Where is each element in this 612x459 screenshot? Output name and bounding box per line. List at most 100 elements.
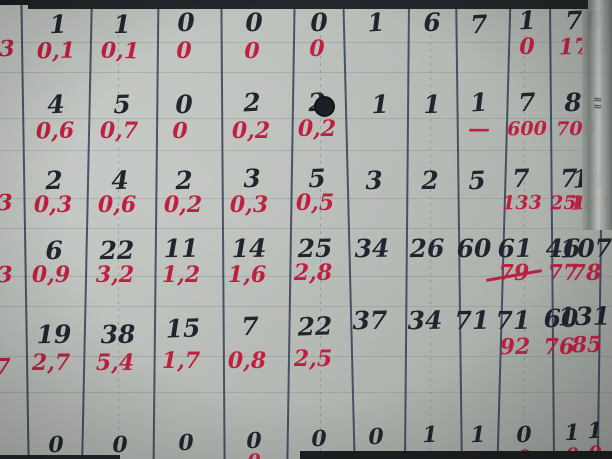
cell-r1c3-black: 0 — [176, 7, 196, 38]
cell-r2c9-red: — — [468, 116, 490, 142]
cell-r6c11-black: 1 — [586, 417, 604, 445]
cell-r2c1-black: 4 — [46, 89, 66, 120]
paper-rule-line — [0, 276, 612, 277]
cell-r2c2-red: 0,7 — [99, 118, 139, 144]
paper-rule-line — [0, 356, 612, 357]
cell-r6c3-black: 0 — [177, 429, 195, 457]
cell-r3c8-black: 5 — [467, 165, 487, 196]
cell-r4c7-black: 26 — [409, 233, 445, 264]
cell-r1c2-black: 1 — [113, 9, 131, 40]
cell-r3c7-black: 2 — [421, 165, 439, 196]
paper-grid-dotted — [320, 0, 321, 459]
cell-r1c4-black: 0 — [245, 7, 263, 38]
cell-r4c3-black: 11 — [163, 233, 199, 264]
paper-rule-line — [0, 228, 612, 229]
cell-r2c4-black: 2 — [242, 87, 262, 118]
cell-r6c9-black: 0 — [515, 421, 533, 449]
cell-r1c5-red: 0 — [309, 36, 325, 62]
cell-r4c11-red: 78 — [570, 259, 602, 287]
cell-r4c3-red: 1,2 — [161, 262, 201, 288]
cell-r3c6-black: 3 — [364, 165, 384, 196]
cell-r3c3-black: 2 — [174, 165, 194, 196]
cell-r2c3-red: 0 — [172, 117, 188, 145]
cell-r4c1-black: 6 — [45, 235, 63, 266]
paper-grid-dotted — [430, 0, 431, 459]
cell-r3c5-red: 0,5 — [295, 190, 335, 216]
cell-r3c1-black: 2 — [44, 165, 64, 196]
cell-r4c9-black: 61 — [497, 233, 533, 264]
cell-r6c4-red: 0 — [232, 450, 276, 459]
paper-rule-line — [0, 150, 612, 151]
cell-r4c6-black: 34 — [354, 233, 390, 264]
cell-r4c2-red: 3,2 — [95, 262, 135, 288]
cell-r5c2-black: 38 — [100, 319, 136, 350]
cell-r2c8-black: 1 — [423, 89, 441, 120]
cell-r6c6-black: 0 — [367, 423, 385, 451]
cell-r3c1-red: 0,3 — [33, 192, 73, 218]
paper-grid-dotted — [524, 0, 525, 459]
cell-r3c4-red: 0,3 — [229, 192, 269, 218]
cell-r5c11-black: 131 — [557, 301, 611, 332]
background-outside-paper — [582, 0, 612, 230]
cell-r1c8-black: 7 — [469, 9, 489, 40]
cell-r4c5-black: 25 — [297, 233, 333, 264]
cell-r5c1-red: 2,7 — [31, 350, 71, 376]
photo-bottom-edge-shadow — [300, 451, 612, 459]
cell-r2c3-black: 0 — [175, 89, 193, 120]
filled-circle-icon — [313, 96, 335, 117]
cell-r3c4-black: 3 — [242, 163, 262, 194]
photo-top-left-shadow — [0, 0, 30, 5]
cell-r1c4-red: 0 — [244, 37, 260, 65]
paper-rule-line — [0, 72, 612, 73]
cell-r1c9-black: 1 — [517, 5, 537, 36]
cell-r4c9-red: 79 — [488, 260, 540, 287]
cell-r5c9-black: 71 — [495, 305, 531, 336]
cell-r2c1-red: 0,6 — [35, 117, 75, 145]
cell-r5c6-black: 37 — [352, 305, 388, 336]
cell-r1c0-red: 3 — [0, 35, 16, 63]
cell-r5c3-black: 15 — [165, 313, 201, 344]
cell-r2c10-black: 7 — [517, 87, 537, 118]
cell-r1c3-red: 0 — [176, 38, 192, 64]
cell-r5c2-red: 5,4 — [95, 350, 135, 376]
cell-r2c4-red: 0,2 — [231, 118, 271, 144]
cell-r4c0-red: 3 — [0, 261, 14, 289]
cell-r3c2-red: 0,6 — [97, 192, 137, 218]
cell-r1c6-black: 1 — [366, 7, 386, 38]
cell-r2c7-black: 1 — [370, 89, 390, 120]
cell-r2c9-black: 1 — [469, 87, 489, 118]
cell-r5c0-red: 7 — [0, 353, 12, 381]
cell-r2c10-red: 600 — [506, 117, 548, 141]
cell-r4c1-red: 0,9 — [31, 262, 71, 288]
cell-r1c7-black: 6 — [422, 7, 442, 38]
cell-r5c11-red: 85 — [571, 331, 603, 359]
paper-rule-line — [0, 42, 612, 43]
photo-top-edge-shadow — [28, 0, 588, 9]
background-marking: ≈ ≈ — [593, 93, 603, 113]
cell-r5c5-black: 22 — [297, 311, 333, 342]
cell-r3c3-red: 0,2 — [163, 192, 203, 218]
cell-r3c9-red: 133 — [501, 191, 543, 215]
cell-r1c2-red: 0,1 — [100, 37, 140, 65]
cell-r4c11-black: 107 — [559, 233, 612, 264]
cell-r3c2-black: 4 — [110, 165, 130, 196]
paper-rule-line — [0, 392, 612, 393]
paper-rule-line — [0, 306, 612, 307]
cell-r6c8-black: 1 — [469, 421, 487, 449]
cell-r6c7-black: 1 — [421, 421, 439, 449]
cell-r5c7-black: 34 — [407, 305, 443, 336]
cell-r1c9-red: 0 — [519, 34, 535, 60]
cell-r4c2-black: 22 — [99, 235, 135, 266]
cell-r5c9-red: 92 — [499, 333, 531, 361]
cell-r1c1-black: 1 — [48, 9, 68, 40]
cell-r5c1-black: 19 — [36, 319, 72, 350]
cell-r3c5-black: 5 — [307, 163, 327, 194]
cell-r2c5-red: 0,2 — [297, 116, 337, 142]
paper-rule-line — [0, 118, 612, 119]
paper-grid-dotted — [118, 0, 119, 459]
cell-r4c4-black: 14 — [231, 233, 267, 264]
cell-r3c9-black: 7 — [511, 163, 531, 194]
cell-r4c4-red: 1,6 — [227, 262, 267, 288]
cell-r3c0-red: 3 — [0, 189, 14, 217]
